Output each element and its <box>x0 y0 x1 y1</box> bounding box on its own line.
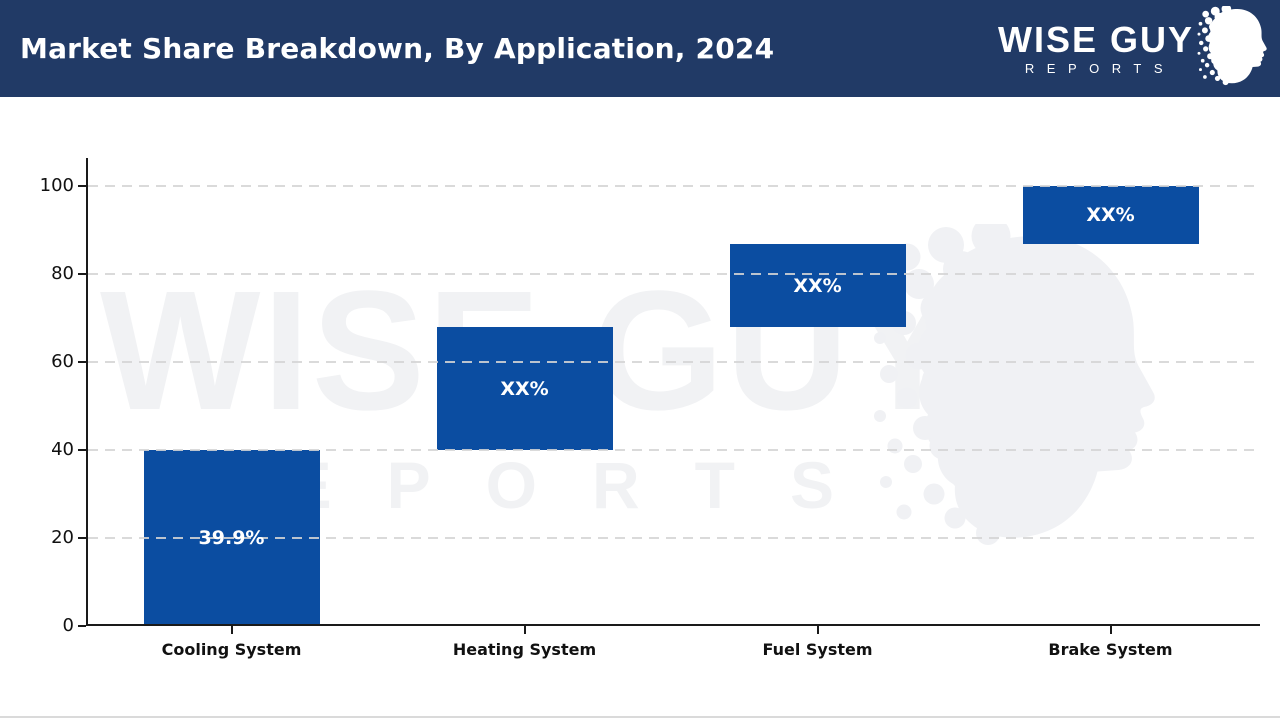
x-tick-fuel-system <box>816 626 819 634</box>
x-tick-heating-system <box>523 626 526 634</box>
watermark-face-icon <box>868 224 1168 569</box>
bar-value-label-heating-system: XX% <box>500 377 549 400</box>
header-bar: Market Share Breakdown, By Application, … <box>0 0 1280 97</box>
category-label-brake-system: Brake System <box>1048 640 1173 659</box>
y-tick-label-80: 80 <box>51 263 74 284</box>
bar-brake-system <box>1022 186 1199 245</box>
category-label-fuel-system: Fuel System <box>762 640 873 659</box>
y-tick-40 <box>78 449 86 451</box>
gridline-60 <box>88 361 1258 363</box>
y-tick-label-20: 20 <box>51 527 74 548</box>
brand-logo: WISE GUY REPORTS <box>998 6 1270 91</box>
page-title: Market Share Breakdown, By Application, … <box>20 32 775 65</box>
bar-fuel-system <box>729 244 906 328</box>
logo-wordmark-line2: REPORTS <box>1024 61 1176 76</box>
category-label-cooling-system: Cooling System <box>161 640 302 659</box>
y-axis-line <box>86 158 88 626</box>
y-tick-60 <box>78 361 86 363</box>
y-tick-80 <box>78 273 86 275</box>
gridline-100 <box>88 185 1258 187</box>
bottom-divider <box>0 716 1280 718</box>
bar-heating-system <box>436 327 613 451</box>
bar-value-label-cooling-system: 39.9% <box>198 527 265 550</box>
y-tick-label-40: 40 <box>51 439 74 460</box>
y-tick-label-60: 60 <box>51 351 74 372</box>
y-tick-20 <box>78 537 86 539</box>
x-tick-cooling-system <box>230 626 233 634</box>
x-axis-line <box>86 624 1260 626</box>
bar-value-label-brake-system: XX% <box>1086 204 1135 227</box>
bar-value-label-fuel-system: XX% <box>793 274 842 297</box>
gridline-20 <box>88 537 1258 539</box>
gridline-40 <box>88 449 1258 451</box>
x-tick-brake-system <box>1109 626 1112 634</box>
category-label-heating-system: Heating System <box>452 640 597 659</box>
y-tick-label-100: 100 <box>39 175 74 196</box>
y-tick-label-0: 0 <box>62 615 74 636</box>
logo-wordmark: WISE GUY REPORTS <box>997 19 1194 76</box>
y-tick-0 <box>78 625 86 627</box>
y-tick-100 <box>78 185 86 187</box>
gridline-80 <box>88 273 1258 275</box>
logo-face-icon <box>1196 6 1270 91</box>
logo-wordmark-line1: WISE GUY <box>997 19 1194 60</box>
